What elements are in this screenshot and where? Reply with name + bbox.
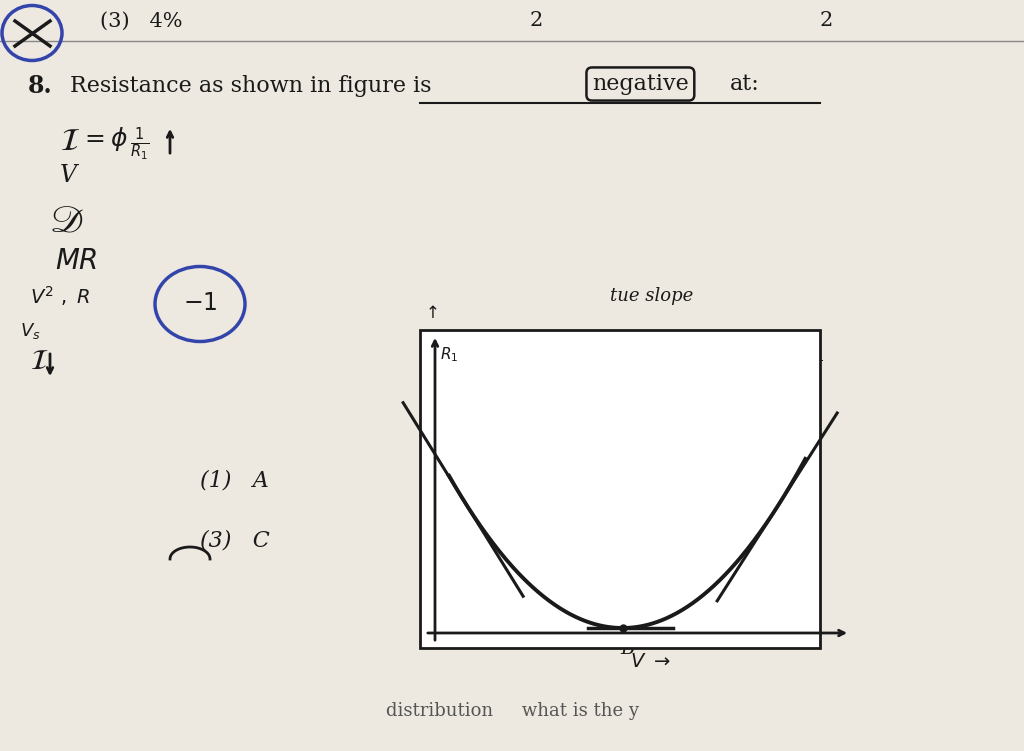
Text: (4)   None of these: (4) None of these — [530, 530, 740, 552]
Text: $V\ \rightarrow$: $V\ \rightarrow$ — [630, 653, 671, 671]
Text: negative: negative — [592, 73, 689, 95]
Text: $\mathcal{I}$: $\mathcal{I}$ — [60, 126, 80, 155]
Text: 2: 2 — [530, 11, 544, 31]
Text: $\mathcal{I}$: $\mathcal{I}$ — [30, 347, 48, 375]
Text: $\uparrow$: $\uparrow$ — [422, 304, 438, 322]
Bar — [420, 330, 820, 648]
Text: $= \frac{1}{R}$: $= \frac{1}{R}$ — [790, 346, 823, 374]
Text: at:: at: — [730, 73, 760, 95]
Text: 8.: 8. — [28, 74, 52, 98]
Text: $V_s$: $V_s$ — [20, 321, 41, 341]
Text: Resistance as shown in figure is: Resistance as shown in figure is — [70, 75, 431, 97]
Text: $V^2\ ,\ R$: $V^2\ ,\ R$ — [30, 284, 90, 308]
Text: $R_1$: $R_1$ — [440, 345, 459, 364]
Text: (3)   C: (3) C — [200, 530, 269, 552]
Text: A: A — [441, 473, 455, 491]
Text: (3)   4%: (3) 4% — [100, 11, 182, 31]
Text: V: V — [60, 164, 77, 188]
Text: (2)   B: (2) B — [530, 470, 599, 492]
Text: (1)   A: (1) A — [200, 470, 269, 492]
Text: tue slope: tue slope — [610, 287, 693, 305]
Text: $-1$: $-1$ — [182, 292, 217, 315]
Text: 2: 2 — [820, 11, 834, 31]
Text: C: C — [785, 484, 800, 502]
Text: slope: slope — [720, 351, 764, 369]
Text: distribution     what is the y: distribution what is the y — [385, 702, 639, 720]
Text: $\mathscr{D}$: $\mathscr{D}$ — [50, 202, 84, 240]
Text: -ve slope: -ve slope — [445, 345, 513, 359]
Text: $\mathit{MR}$: $\mathit{MR}$ — [55, 247, 97, 275]
Text: $= \phi$: $= \phi$ — [80, 125, 128, 153]
Text: $\frac{1}{R_1}$: $\frac{1}{R_1}$ — [130, 125, 150, 162]
Text: B: B — [621, 640, 635, 658]
